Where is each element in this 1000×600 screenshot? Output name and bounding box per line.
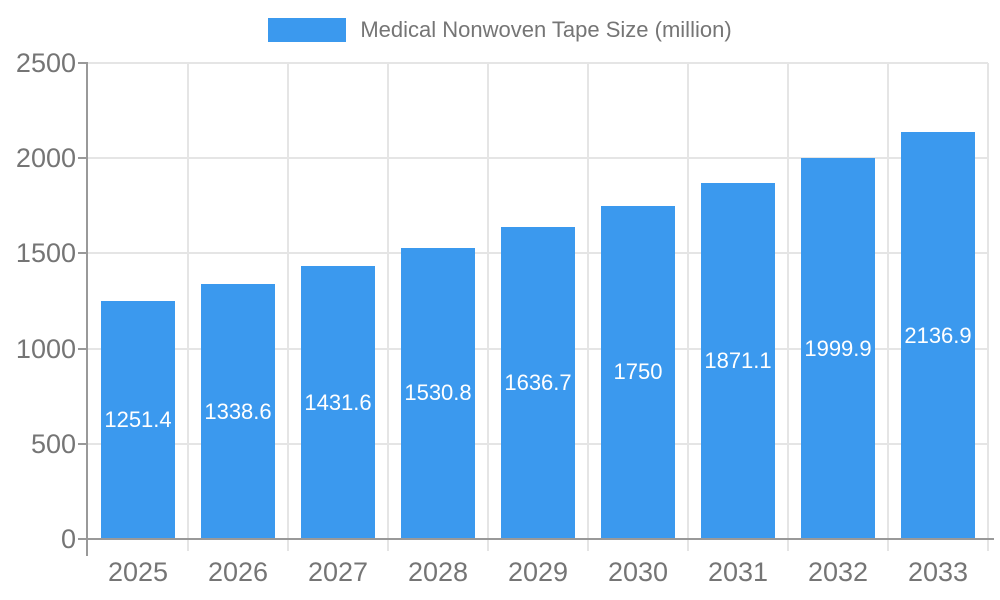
bar-value-label-2030: 1750	[613, 359, 663, 385]
x-gridline	[687, 63, 689, 551]
x-axis-label-2031: 2031	[707, 557, 769, 587]
bar-value-label-2025: 1251.4	[104, 406, 172, 432]
legend-label: Medical Nonwoven Tape Size (million)	[360, 17, 732, 42]
legend[interactable]: Medical Nonwoven Tape Size (million)	[0, 15, 1000, 45]
y-axis-tick	[78, 347, 88, 350]
y-axis-tick	[78, 442, 88, 445]
x-axis-label-2027: 2027	[307, 557, 369, 587]
y-axis-label: 0	[60, 524, 76, 554]
y-axis-tick	[78, 252, 88, 255]
y-axis-label: 1500	[15, 238, 76, 269]
bar-value-label-2026: 1338.6	[204, 398, 272, 424]
x-axis-label-2030: 2030	[607, 557, 669, 587]
bar-2033: 2136.9	[901, 132, 975, 539]
bar-2025: 1251.4	[101, 300, 175, 539]
y-axis-label: 2500	[15, 48, 76, 78]
x-gridline	[387, 63, 389, 551]
bar-2029: 1636.7	[501, 227, 575, 539]
x-axis-label-2026: 2026	[207, 557, 269, 587]
bar-value-label-2027: 1431.6	[304, 389, 372, 415]
bar-value-label-2031: 1871.1	[704, 347, 772, 373]
y-gridline	[88, 62, 988, 64]
x-gridline	[887, 63, 889, 551]
x-gridline	[487, 63, 489, 551]
bar-2028: 1530.8	[401, 247, 475, 539]
bar-2030: 1750	[601, 205, 675, 539]
bar-2032: 1999.9	[801, 158, 875, 539]
x-gridline	[187, 63, 189, 551]
y-axis-tick	[78, 157, 88, 160]
y-axis-label: 1000	[15, 333, 76, 364]
bar-value-label-2033: 2136.9	[904, 322, 972, 348]
bar-2031: 1871.1	[701, 182, 775, 539]
y-gridline	[88, 157, 988, 160]
bar-2027: 1431.6	[301, 266, 375, 539]
bar-value-label-2028: 1530.8	[404, 380, 472, 406]
x-axis-label-2025: 2025	[107, 557, 169, 587]
y-axis-tick	[78, 538, 88, 540]
y-axis-label: 2000	[15, 143, 76, 174]
x-gridline	[587, 63, 589, 551]
bar-value-label-2032: 1999.9	[804, 335, 872, 361]
x-axis-label-2032: 2032	[807, 557, 869, 587]
x-axis-label-2028: 2028	[407, 557, 469, 587]
bar-value-label-2029: 1636.7	[504, 370, 572, 396]
x-gridline	[787, 63, 789, 551]
y-axis-line	[86, 63, 88, 556]
bar-2026: 1338.6	[201, 284, 275, 539]
y-axis-tick	[78, 62, 88, 64]
legend-swatch	[268, 18, 347, 42]
x-axis-line	[86, 538, 994, 540]
x-gridline	[987, 63, 989, 551]
y-axis-label: 500	[30, 428, 76, 459]
x-axis-label-2029: 2029	[507, 557, 569, 587]
x-axis-label-2033: 2033	[907, 557, 969, 587]
x-gridline	[287, 63, 289, 551]
